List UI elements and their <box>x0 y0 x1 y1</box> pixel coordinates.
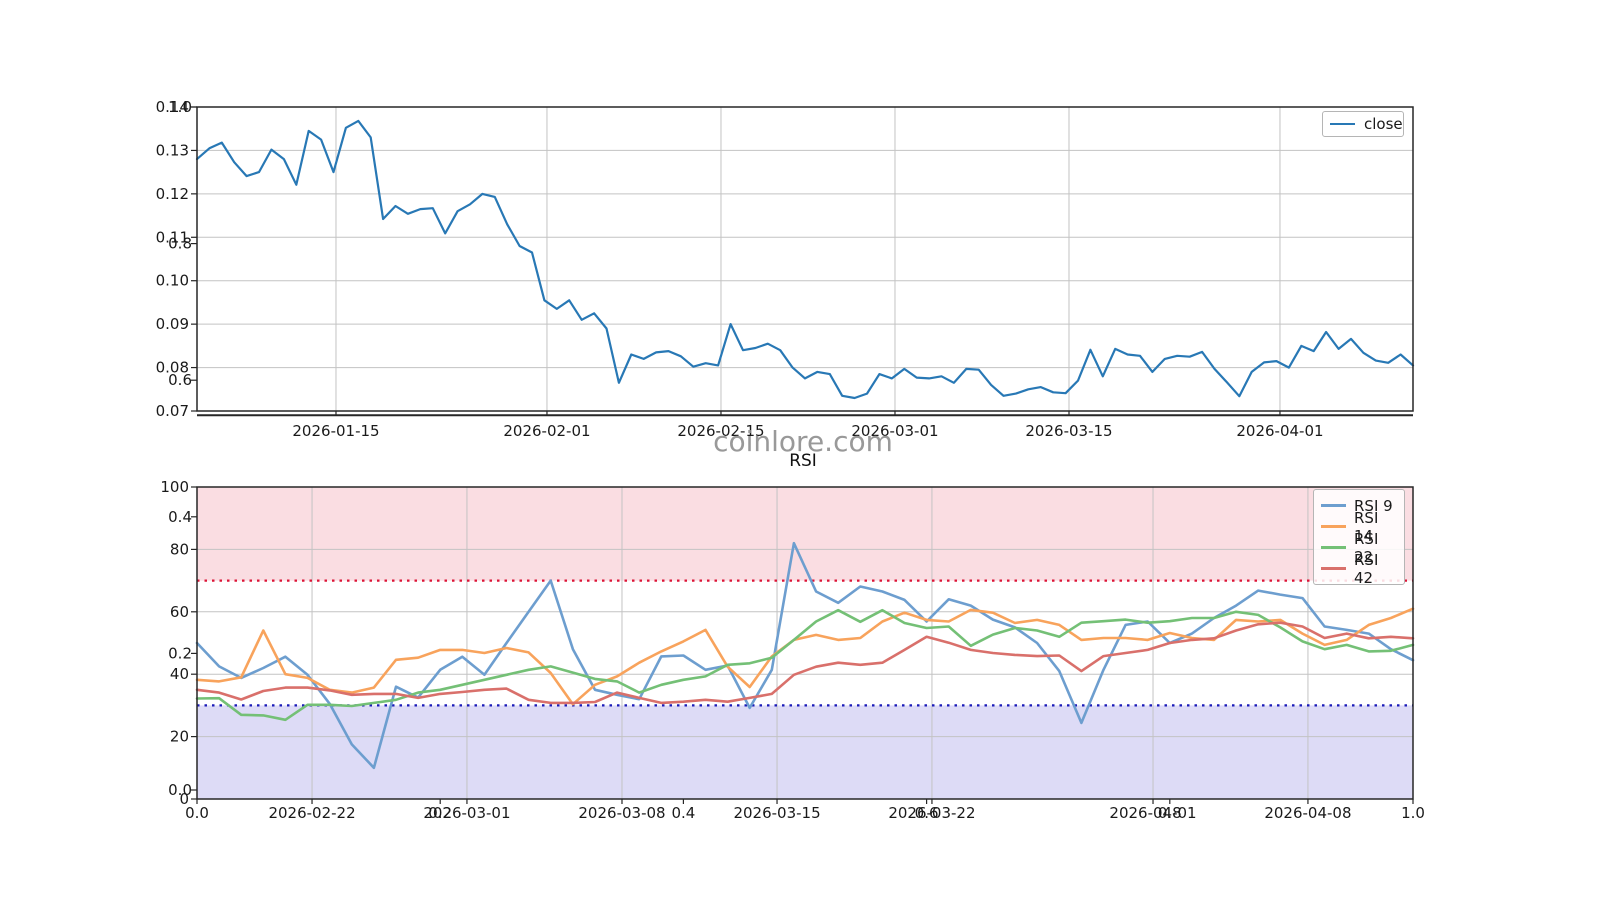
rsi-legend-label: RSI 42 <box>1354 550 1379 587</box>
rsi-legend-row: RSI 14 <box>1321 509 1397 545</box>
rsi-xtick-label: 2026-03-08 <box>578 804 665 822</box>
overlay-ytick-label: 0.8 <box>168 235 192 253</box>
overlay-xtick-label: 0.8 <box>1158 804 1182 822</box>
rsi-ytick-label: 40 <box>170 665 189 683</box>
rsi-legend-label: RSI 9 <box>1354 496 1393 515</box>
rsi-line-rsi9 <box>195 541 1415 770</box>
overlay-xtick-label: 0.6 <box>915 804 939 822</box>
oversold-band <box>197 705 1413 799</box>
price-xtick-label: 2026-03-01 <box>851 422 938 440</box>
overlay-xtick-label: 0.0 <box>185 804 209 822</box>
rsi9-line-swatch <box>1321 504 1346 507</box>
rsi14-line-swatch <box>1321 525 1346 528</box>
rsi-xtick-label: 2026-04-08 <box>1264 804 1351 822</box>
rsi-xtick-label: 2026-03-01 <box>423 804 510 822</box>
watermark: coinlore.com <box>713 425 893 458</box>
price-ytick-label: 0.08 <box>156 359 189 377</box>
rsi-legend-row: RSI 22 <box>1321 530 1397 566</box>
price-xtick-label: 2026-02-01 <box>503 422 590 440</box>
price-ytick-label: 0.13 <box>156 141 189 159</box>
close-line <box>195 119 1415 400</box>
rsi-line-rsi14 <box>195 607 1415 706</box>
rsi42-line-swatch <box>1321 567 1346 570</box>
rsi-legend-label: RSI 22 <box>1354 529 1379 566</box>
overlay-xtick-label: 0.2 <box>428 804 452 822</box>
price-plot-border <box>196 106 1414 412</box>
price-xtick-label: 2026-01-15 <box>292 422 379 440</box>
rsi-ytick-label: 80 <box>170 540 189 558</box>
overlay-xtick-label: 1.0 <box>1401 804 1425 822</box>
close-legend-label: close <box>1364 115 1403 133</box>
overlay-ytick-label: 0.2 <box>168 644 192 662</box>
price-ytick-label: 0.11 <box>156 228 189 246</box>
rsi-xtick-label: 2026-03-15 <box>733 804 820 822</box>
overlay-ytick-label: 1.0 <box>168 98 192 116</box>
price-ytick-label: 0.09 <box>156 315 189 333</box>
rsi-chart: 100 80 60 40 20 0 2026-02-22 2026-03-01 2026-03-… <box>160 478 1415 822</box>
overlay-ytick-label: 0.0 <box>168 781 192 799</box>
price-ytick-label: 0.14 <box>156 98 189 116</box>
rsi-legend-label: RSI 14 <box>1354 508 1379 545</box>
price-xtick-label: 2026-03-15 <box>1025 422 1112 440</box>
rsi-ytick-label: 20 <box>170 728 189 746</box>
price-ytick-label: 0.10 <box>156 272 189 290</box>
price-ytick-label: 0.12 <box>156 185 189 203</box>
price-xtick-label: 2026-02-15 <box>677 422 764 440</box>
price-chart: 0.14 0.13 0.12 0.11 0.10 0.09 0.08 0.07 2026-01-… <box>156 98 1415 440</box>
close-line-swatch <box>1330 123 1355 125</box>
rsi-line-rsi22 <box>195 608 1415 722</box>
rsi-ytick-label: 100 <box>160 478 189 496</box>
price-ytick-label: 0.07 <box>156 402 189 420</box>
rsi-legend: RSI 9 RSI 14 RSI 22 RSI 42 <box>1313 489 1405 587</box>
overlay-ytick-label: 0.4 <box>168 508 192 526</box>
rsi-legend-row: RSI 9 <box>1321 495 1397 516</box>
rsi-chart-title: RSI <box>789 451 817 471</box>
rsi-ytick-label: 60 <box>170 603 189 621</box>
price-legend: close <box>1322 111 1404 137</box>
overlay-ytick-label: 0.6 <box>168 371 192 389</box>
rsi-xtick-label: 2026-02-22 <box>268 804 355 822</box>
overlay-axis: 1.0 0.8 0.6 0.4 0.2 0.0 0.0 0.2 0.4 0.6 0.8 1.0 <box>168 98 1425 822</box>
rsi-xtick-label: 2026-04-01 <box>1109 804 1196 822</box>
rsi-xtick-label: 2026-03-22 <box>888 804 975 822</box>
overlay-xtick-label: 0.4 <box>671 804 695 822</box>
rsi-ytick-label: 0 <box>179 790 189 808</box>
rsi-legend-row: RSI 42 <box>1321 551 1397 587</box>
rsi22-line-swatch <box>1321 546 1346 549</box>
price-xtick-label: 2026-04-01 <box>1236 422 1323 440</box>
rsi-plot-border <box>196 486 1414 800</box>
rsi-line-rsi42 <box>195 621 1415 705</box>
